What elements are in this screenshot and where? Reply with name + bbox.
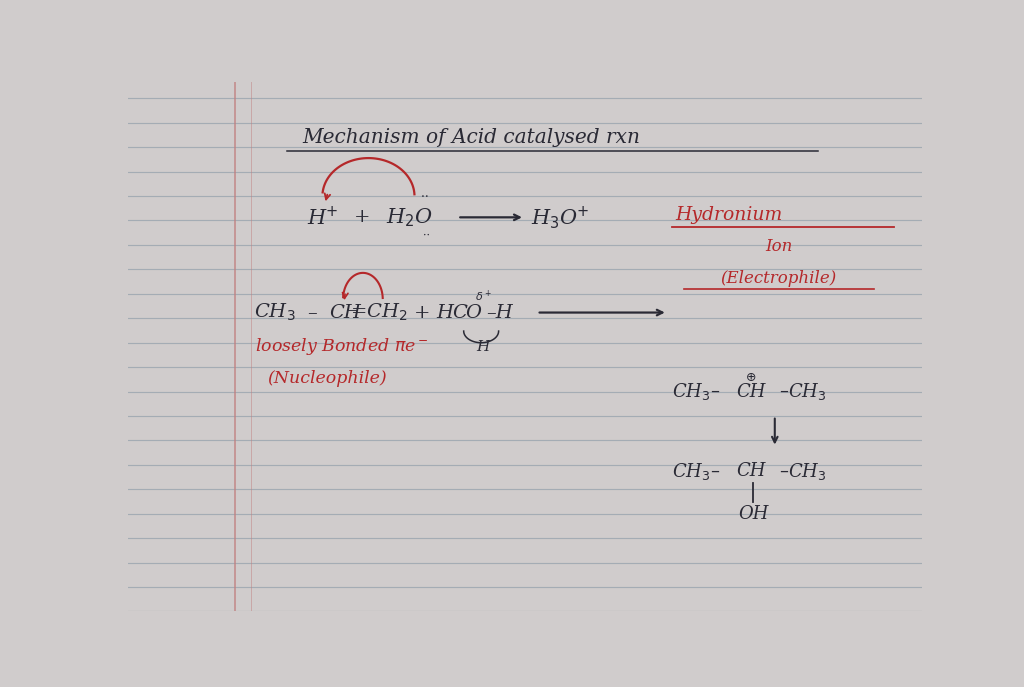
Text: (Electrophile): (Electrophile) (721, 270, 837, 286)
Text: ··: ·· (423, 231, 430, 241)
Text: CH: CH (736, 462, 766, 480)
Text: HC: HC (436, 304, 468, 322)
Text: +: + (414, 304, 430, 322)
Text: $\delta^+$: $\delta^+$ (475, 289, 492, 304)
Text: H$_3$O$^{+}$: H$_3$O$^{+}$ (531, 204, 590, 231)
Text: Mechanism of Acid catalysed rxn: Mechanism of Acid catalysed rxn (303, 128, 641, 148)
Text: –: – (307, 304, 317, 322)
Text: CH: CH (736, 383, 766, 401)
Text: –CH$_3$: –CH$_3$ (778, 461, 826, 482)
Text: =CH$_2$: =CH$_2$ (350, 302, 408, 323)
Text: H$_2$O: H$_2$O (386, 206, 433, 229)
Text: (Nucleophile): (Nucleophile) (267, 370, 386, 387)
Text: CH$_3$–: CH$_3$– (672, 461, 720, 482)
Text: H$^{+}$: H$^{+}$ (307, 205, 338, 229)
Text: CH$_3$–: CH$_3$– (672, 381, 720, 403)
Text: –H: –H (486, 304, 513, 322)
Text: +: + (354, 208, 371, 226)
Text: CH$_3$: CH$_3$ (254, 302, 296, 323)
Text: Hydronium: Hydronium (676, 205, 782, 224)
Text: Ion: Ion (765, 238, 793, 255)
Text: $\oplus$: $\oplus$ (745, 370, 757, 383)
Text: loosely Bonded $\pi$e$^-$: loosely Bonded $\pi$e$^-$ (255, 337, 428, 357)
Text: –CH$_3$: –CH$_3$ (778, 381, 826, 403)
Text: CH: CH (330, 304, 361, 322)
Text: O: O (465, 304, 481, 322)
Text: ··: ·· (421, 191, 432, 204)
Text: H: H (476, 340, 489, 354)
Text: OH: OH (738, 504, 769, 523)
